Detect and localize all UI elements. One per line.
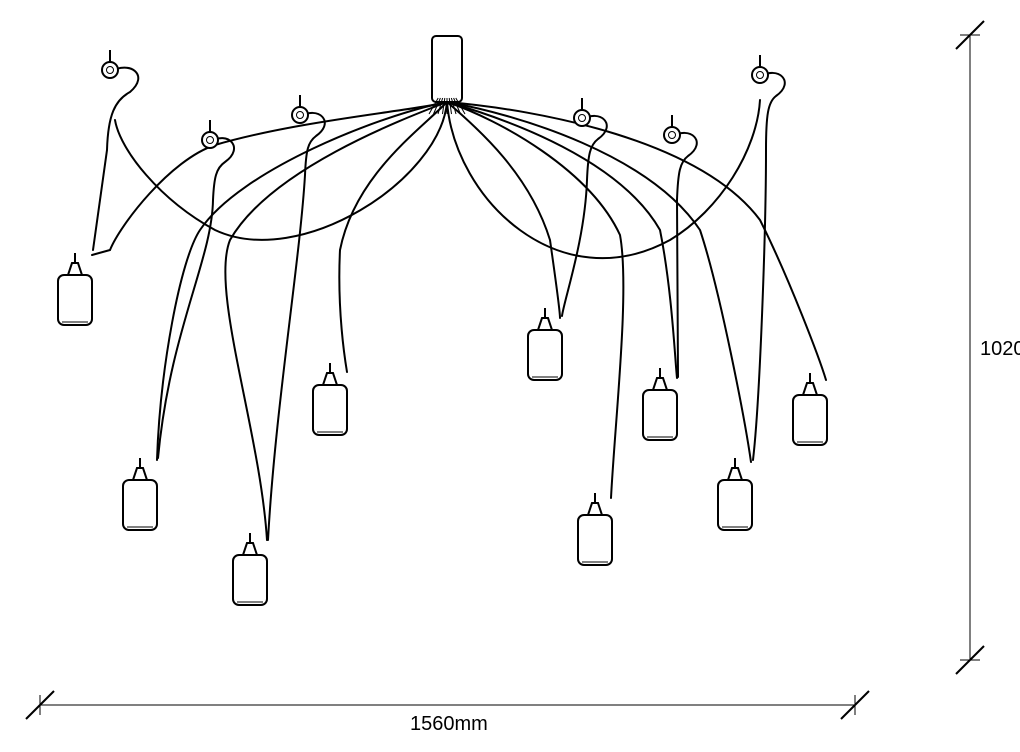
lamp-socket [793,373,827,445]
cord [753,73,785,460]
technical-drawing: 1560mm 1020mm [0,0,1020,752]
cord [447,102,560,318]
cord [447,102,623,498]
cord [447,102,826,380]
cord [447,102,751,462]
cord [562,116,607,316]
lamp-socket [233,533,267,605]
cord [157,102,447,460]
lamp-socket [718,458,752,530]
lamp-socket [643,368,677,440]
cord [92,102,447,255]
cord [268,113,325,540]
width-dimension-label: 1560mm [410,713,488,735]
cord [158,138,234,458]
cord [672,133,697,377]
ceiling-hook [752,55,768,83]
height-dimension-label: 1020mm [980,338,1020,360]
ceiling-hook [292,95,308,123]
ceiling-hook [202,120,218,148]
ceiling-hook [664,115,680,143]
lamp-sockets [58,253,827,605]
lamp-socket [528,308,562,380]
lamp-socket [313,363,347,435]
ceiling-hook [102,50,118,78]
cord [447,100,760,258]
cord [339,102,447,372]
cord [93,68,138,250]
lamp-socket [578,493,612,565]
ceiling-hook [574,98,590,126]
lamp-socket [58,253,92,325]
lamp-socket [123,458,157,530]
ceiling-canopy [429,36,465,114]
